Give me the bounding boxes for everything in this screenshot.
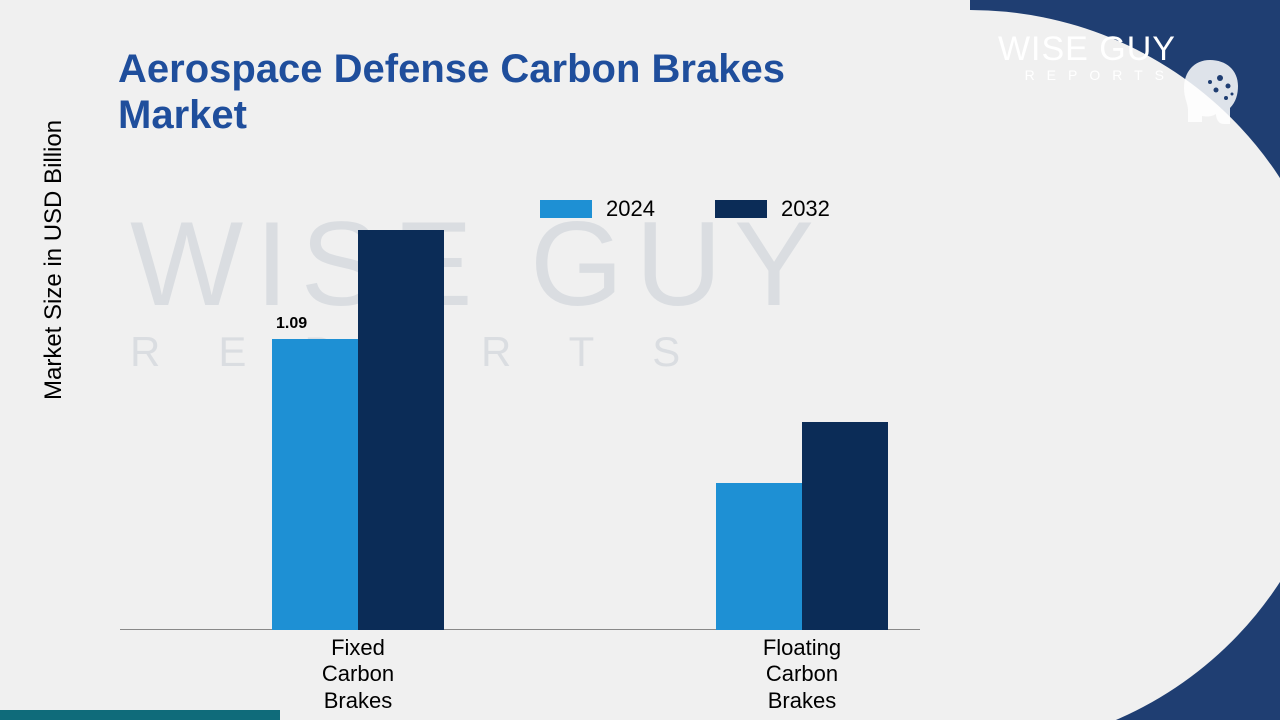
category-label: FixedCarbonBrakes [278, 635, 438, 714]
legend-item-2032: 2032 [715, 196, 830, 222]
bar-2032 [802, 422, 888, 630]
bar-2024 [716, 483, 802, 630]
category-label: FloatingCarbonBrakes [722, 635, 882, 714]
chart-title: Aerospace Defense Carbon Brakes Market [118, 46, 878, 138]
legend-swatch-2024 [540, 200, 592, 218]
legend: 2024 2032 [540, 196, 830, 222]
chart-canvas: WISE GUY REPORTS WISE GUY REPORTS Aerosp… [0, 0, 1280, 720]
legend-label-2032: 2032 [781, 196, 830, 222]
bar-2032 [358, 230, 444, 630]
bar-group [716, 422, 888, 630]
accent-bar [0, 710, 280, 720]
brand-logo: WISE GUY REPORTS [998, 30, 1240, 83]
head-icon [1180, 58, 1240, 128]
plot-area: 1.09 [120, 230, 920, 630]
bar-group [272, 230, 444, 630]
legend-item-2024: 2024 [540, 196, 655, 222]
legend-label-2024: 2024 [606, 196, 655, 222]
legend-swatch-2032 [715, 200, 767, 218]
bar-2024 [272, 339, 358, 630]
y-axis-label: Market Size in USD Billion [40, 120, 68, 400]
